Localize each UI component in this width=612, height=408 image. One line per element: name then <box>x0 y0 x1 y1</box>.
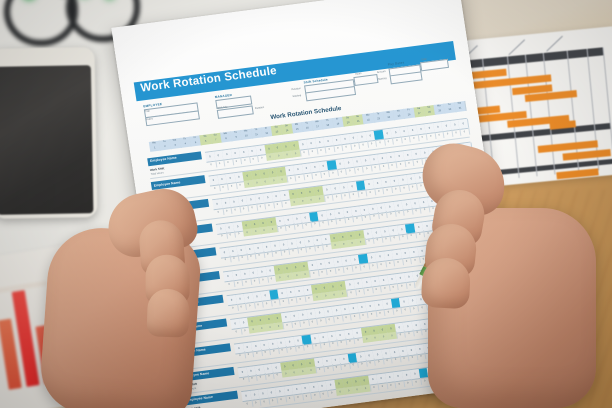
field-label-amount: Amount <box>376 69 386 75</box>
employee-name: Employee Name <box>153 179 181 188</box>
employee-subrole: Total Hours <box>150 171 164 177</box>
gantt-header-row <box>457 47 604 70</box>
eyeglasses-lens-right <box>66 0 140 42</box>
schedule-hours-cell[interactable]: 0 <box>459 127 471 136</box>
field-label-starting: Starting <box>292 94 302 99</box>
field-hours-box[interactable] <box>353 74 379 87</box>
field-label-rotation-2: Rotation <box>291 87 302 92</box>
employee-name-bar[interactable]: Employee Name <box>147 151 202 167</box>
field-label-rotation: Rotation <box>254 105 265 111</box>
gantt-section-divider <box>464 122 611 143</box>
employee-name: Employee Name <box>149 155 178 164</box>
field-label-starting-2: Starting <box>377 76 387 81</box>
field-label-title: Title <box>144 109 151 114</box>
right-hand <box>415 136 612 408</box>
left-hand-finger-ring <box>146 288 191 338</box>
left-hand <box>24 180 230 408</box>
eyeglasses <box>4 0 154 46</box>
calendar-column-header: We 31 <box>454 100 467 113</box>
